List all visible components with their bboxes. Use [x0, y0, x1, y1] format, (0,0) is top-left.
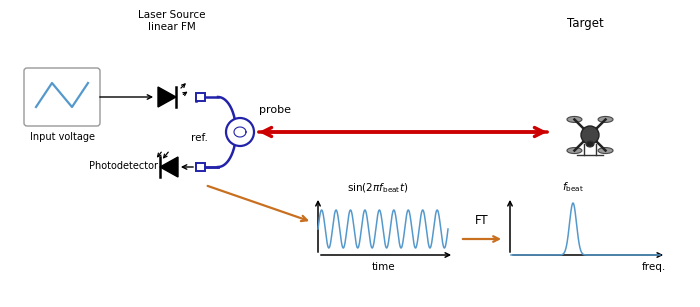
Text: FT: FT [475, 215, 489, 227]
Polygon shape [160, 157, 178, 177]
Ellipse shape [598, 116, 613, 122]
Ellipse shape [586, 141, 594, 147]
Text: ref.: ref. [191, 133, 208, 143]
Text: Photodetector: Photodetector [89, 161, 158, 171]
Text: Target: Target [566, 17, 603, 30]
Text: freq.: freq. [642, 262, 666, 272]
Ellipse shape [567, 116, 582, 122]
Ellipse shape [598, 148, 613, 154]
Circle shape [226, 118, 254, 146]
Ellipse shape [581, 126, 599, 144]
Bar [196, 163, 204, 171]
Text: probe: probe [259, 105, 291, 115]
Text: $f_{\mathregular{beat}}$: $f_{\mathregular{beat}}$ [562, 180, 584, 194]
Bar [196, 93, 204, 101]
Ellipse shape [567, 148, 582, 154]
FancyBboxPatch shape [24, 68, 100, 126]
Text: $\sin(2\pi f_{\mathregular{beat}}t)$: $\sin(2\pi f_{\mathregular{beat}}t)$ [347, 181, 409, 195]
Text: time: time [371, 262, 395, 272]
Text: Laser Source
linear FM: Laser Source linear FM [139, 10, 206, 33]
Polygon shape [158, 87, 176, 107]
Text: Input voltage: Input voltage [29, 132, 94, 142]
